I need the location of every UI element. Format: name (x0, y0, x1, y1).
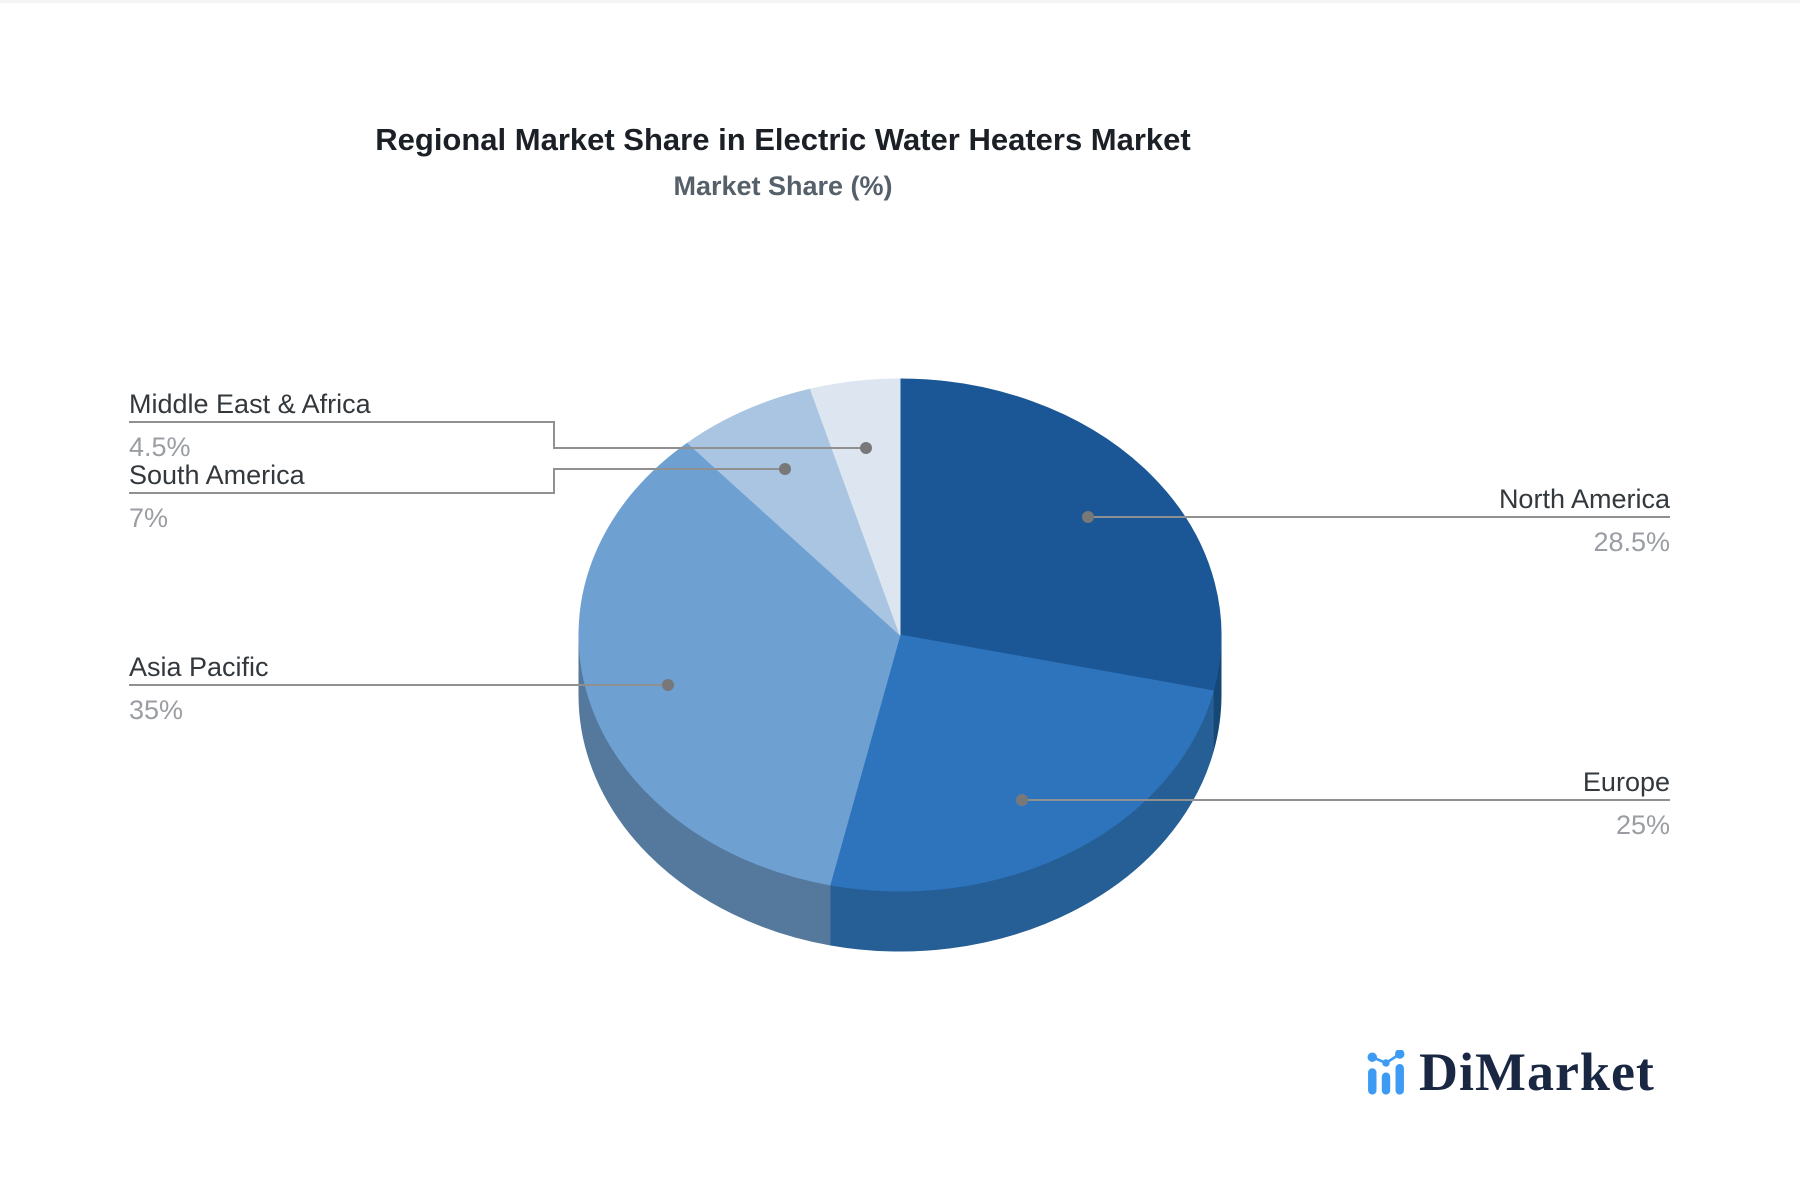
bar-chart-logo-icon (1367, 1049, 1405, 1095)
brand-logo: DiMarket (1367, 1041, 1655, 1103)
chart-subtitle: Market Share (%) (673, 171, 893, 201)
chart-title: Regional Market Share in Electric Water … (375, 122, 1191, 157)
callout-dot (1082, 511, 1094, 523)
callout-line (129, 468, 785, 494)
brand-logo-text: DiMarket (1419, 1042, 1655, 1102)
pie-slice (809, 378, 901, 636)
pie-slice (686, 388, 901, 636)
slice-value: 4.5% (129, 432, 191, 462)
callout-dot (1016, 794, 1028, 806)
slice-value: 35% (129, 695, 184, 725)
slice-label-north-america: North America (1498, 484, 1670, 514)
callout-line (129, 421, 866, 449)
callout-dot (860, 442, 872, 454)
pie-slice (899, 378, 1222, 692)
slice-label-asia-pacific: Asia Pacific (129, 652, 269, 682)
slice-label-middle-east-africa: Middle East & Africa (129, 389, 371, 419)
slice-label-europe: Europe (1582, 767, 1670, 797)
slice-value: 28.5% (1593, 527, 1670, 557)
callout-dot (779, 463, 791, 475)
slice-label-south-america: South America (129, 460, 305, 490)
callout-dot (662, 679, 674, 691)
slice-value: 25% (1615, 810, 1670, 840)
slice-value: 7% (129, 503, 169, 533)
pie-slice (578, 442, 901, 886)
pie-slice (829, 634, 1214, 892)
